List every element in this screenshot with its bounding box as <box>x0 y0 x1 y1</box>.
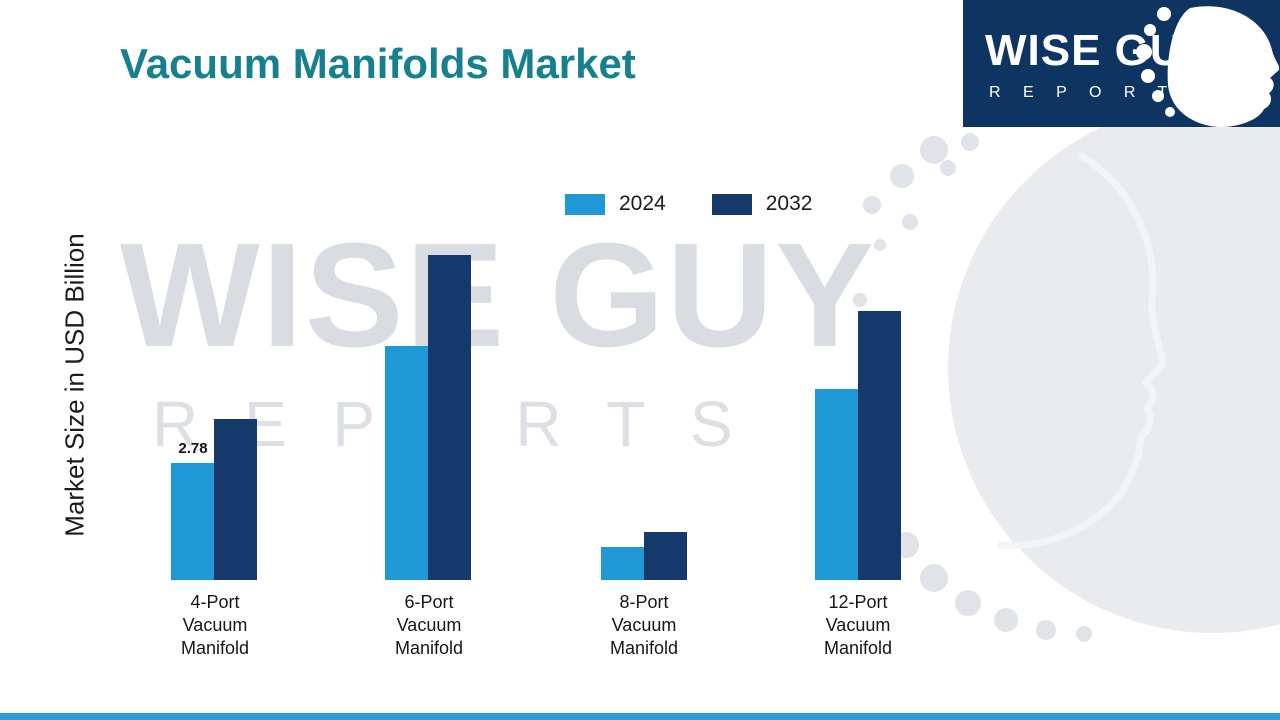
category-line: 6-Port <box>404 592 454 612</box>
wiseguy-reports-logo: WISE GUY R E P O R T S <box>963 0 1280 127</box>
bar-group-8-port <box>601 532 687 580</box>
bar-group-4-port <box>171 419 257 580</box>
watermark-wiseguy-text: WISE GUY <box>120 213 877 378</box>
category-label-4-port: 4-Port Vacuum Manifold <box>135 591 295 660</box>
category-line: Vacuum <box>825 615 891 635</box>
legend-swatch-2032 <box>711 193 752 215</box>
bottom-accent-bar <box>0 713 1280 720</box>
category-line: 8-Port <box>619 592 669 612</box>
category-label-12-port: 12-Port Vacuum Manifold <box>778 591 938 660</box>
legend-label-2024: 2024 <box>619 192 666 215</box>
chart-title: Vacuum Manifolds Market <box>120 40 636 87</box>
legend-swatch-2024 <box>565 193 605 215</box>
chart-legend: 2024 2032 <box>565 192 812 216</box>
bar-8-port-2032 <box>644 532 687 580</box>
y-axis-label: Market Size in USD Billion <box>59 233 90 537</box>
legend-item-2032: 2032 <box>711 192 813 216</box>
head-silhouette-icon <box>1136 6 1280 127</box>
category-line: Manifold <box>180 638 250 658</box>
bar-12-port-2024 <box>815 389 858 580</box>
bar-12-port-2032 <box>858 311 901 580</box>
category-line: Manifold <box>609 638 679 658</box>
bar-6-port-2032 <box>428 255 471 580</box>
bar-group-12-port <box>815 311 901 580</box>
logo-reports-text: R E P O R T S <box>989 84 1210 101</box>
category-line: Vacuum <box>182 615 248 635</box>
bar-6-port-2024 <box>385 346 428 580</box>
head-watermark-circle <box>948 103 1280 633</box>
category-line: 12-Port <box>828 592 888 612</box>
bar-8-port-2024 <box>601 547 644 580</box>
bar-4-port-2032 <box>214 419 257 580</box>
category-label-8-port: 8-Port Vacuum Manifold <box>564 591 724 660</box>
legend-label-2032: 2032 <box>765 192 813 215</box>
category-line: Vacuum <box>611 615 677 635</box>
category-label-6-port: 6-Port Vacuum Manifold <box>349 591 509 660</box>
category-line: Manifold <box>394 638 464 658</box>
category-line: 4-Port <box>190 592 240 612</box>
category-line: Manifold <box>823 638 893 658</box>
legend-item-2024: 2024 <box>565 192 666 216</box>
value-label-278: 2.78 <box>178 440 208 457</box>
bar-group-6-port <box>385 255 471 580</box>
bar-4-port-2024 <box>171 463 214 580</box>
category-line: Vacuum <box>396 615 462 635</box>
